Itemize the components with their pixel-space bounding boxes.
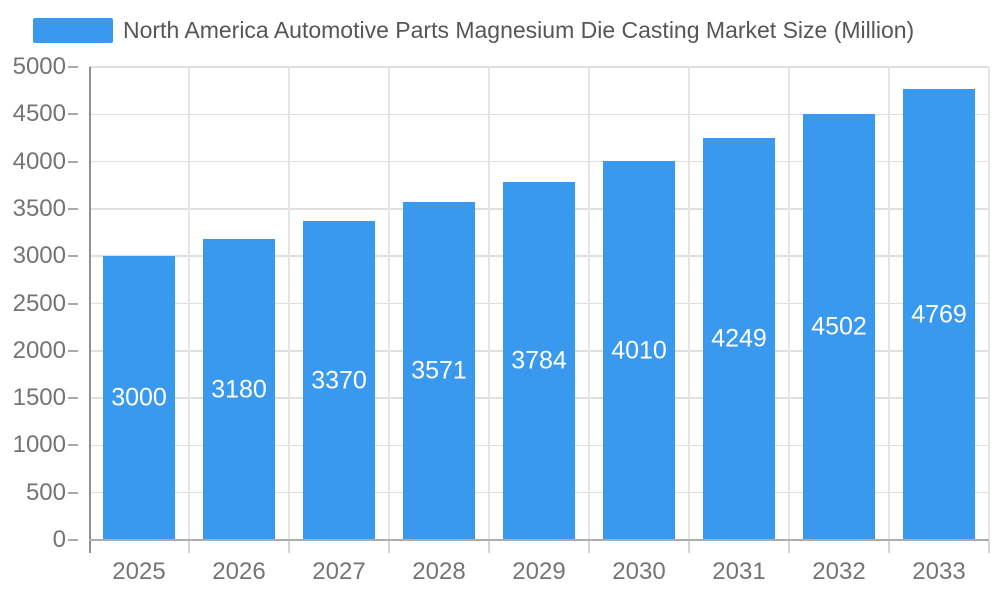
y-axis-label: 4500: [12, 100, 66, 128]
x-axis-label: 2033: [912, 558, 966, 585]
x-axis-tick: [888, 541, 890, 553]
gridline-horizontal: [89, 113, 989, 116]
x-axis-label: 2028: [412, 558, 466, 585]
x-axis-tick: [488, 541, 490, 553]
x-axis-label: 2031: [712, 558, 766, 585]
y-axis-label: 1500: [12, 384, 66, 412]
y-axis-tick: [68, 113, 78, 116]
x-axis-tick: [388, 541, 390, 553]
gridline-horizontal: [89, 160, 989, 163]
y-axis-label: 500: [25, 478, 66, 506]
y-axis-label: 1000: [12, 431, 66, 459]
bar-value-label: 3571: [411, 356, 467, 385]
gridline-vertical: [388, 67, 390, 540]
x-axis-label: 2029: [512, 558, 566, 585]
bar-value-label: 3370: [311, 366, 367, 394]
y-axis-tick: [68, 349, 78, 352]
y-axis-tick: [68, 66, 78, 68]
y-axis-tick: [68, 444, 78, 447]
y-axis-line: [89, 67, 91, 553]
x-axis-tick: [288, 541, 290, 553]
gridline-vertical: [988, 67, 990, 540]
x-axis-label: 2025: [112, 558, 166, 585]
gridline-vertical: [688, 67, 690, 540]
gridline-vertical: [288, 67, 290, 540]
legend-label: North America Automotive Parts Magnesium…: [123, 17, 915, 43]
x-axis-label: 2026: [212, 558, 266, 585]
bar-2029[interactable]: 3784: [503, 182, 575, 540]
y-axis-tick: [68, 302, 78, 305]
plot-area: 3000 3180 3370 3571 3784 4010 4249 4502 4769: [89, 66, 990, 540]
x-axis-label: 2030: [612, 558, 666, 585]
gridline-vertical: [188, 67, 190, 540]
bar-2031[interactable]: 4249: [703, 138, 775, 540]
bar-2030[interactable]: 4010: [603, 161, 675, 540]
gridline-vertical: [588, 67, 590, 540]
x-axis-tick: [788, 541, 790, 553]
legend-item[interactable]: North America Automotive Parts Magnesium…: [33, 17, 914, 43]
y-axis-tick: [68, 491, 78, 494]
bar-2027[interactable]: 3370: [303, 221, 375, 540]
bar-value-label: 4769: [911, 300, 967, 328]
y-axis-label: 2500: [12, 289, 66, 317]
legend-swatch-icon: [33, 17, 113, 43]
x-axis-label: 2027: [312, 558, 366, 585]
y-axis-tick: [68, 255, 78, 258]
y-axis-label: 2000: [12, 336, 66, 364]
gridline-vertical: [488, 67, 490, 540]
bar-value-label: 3784: [511, 346, 567, 375]
bar-value-label: 4249: [711, 324, 767, 353]
x-axis-tick: [588, 541, 590, 553]
y-axis-tick: [68, 207, 78, 210]
y-axis-label: 0: [52, 526, 66, 553]
bar-value-label: 3000: [111, 383, 167, 412]
bar-value-label: 3180: [211, 375, 267, 403]
gridline-horizontal: [89, 66, 989, 68]
x-axis-label: 2032: [812, 558, 866, 585]
gridline-vertical: [788, 67, 790, 540]
bar-value-label: 4502: [811, 312, 867, 341]
y-axis-label: 4000: [12, 147, 66, 175]
y-axis-label: 3000: [12, 242, 66, 270]
x-axis-line: [89, 539, 989, 541]
bar-value-label: 4010: [611, 336, 667, 364]
bar-2026[interactable]: 3180: [203, 239, 275, 540]
y-axis-label: 3500: [12, 194, 66, 222]
bar-2033[interactable]: 4769: [903, 89, 975, 540]
y-axis-tick: [68, 539, 78, 541]
bar-2028[interactable]: 3571: [403, 202, 475, 540]
y-axis-label: 5000: [12, 53, 66, 80]
gridline-vertical: [888, 67, 890, 540]
x-axis-tick: [188, 541, 190, 553]
y-axis-tick: [68, 160, 78, 163]
x-axis-tick: [688, 541, 690, 553]
bar-2032[interactable]: 4502: [803, 114, 875, 540]
x-axis-tick: [988, 541, 990, 553]
bar-2025[interactable]: 3000: [103, 256, 175, 540]
y-axis-tick: [68, 397, 78, 400]
